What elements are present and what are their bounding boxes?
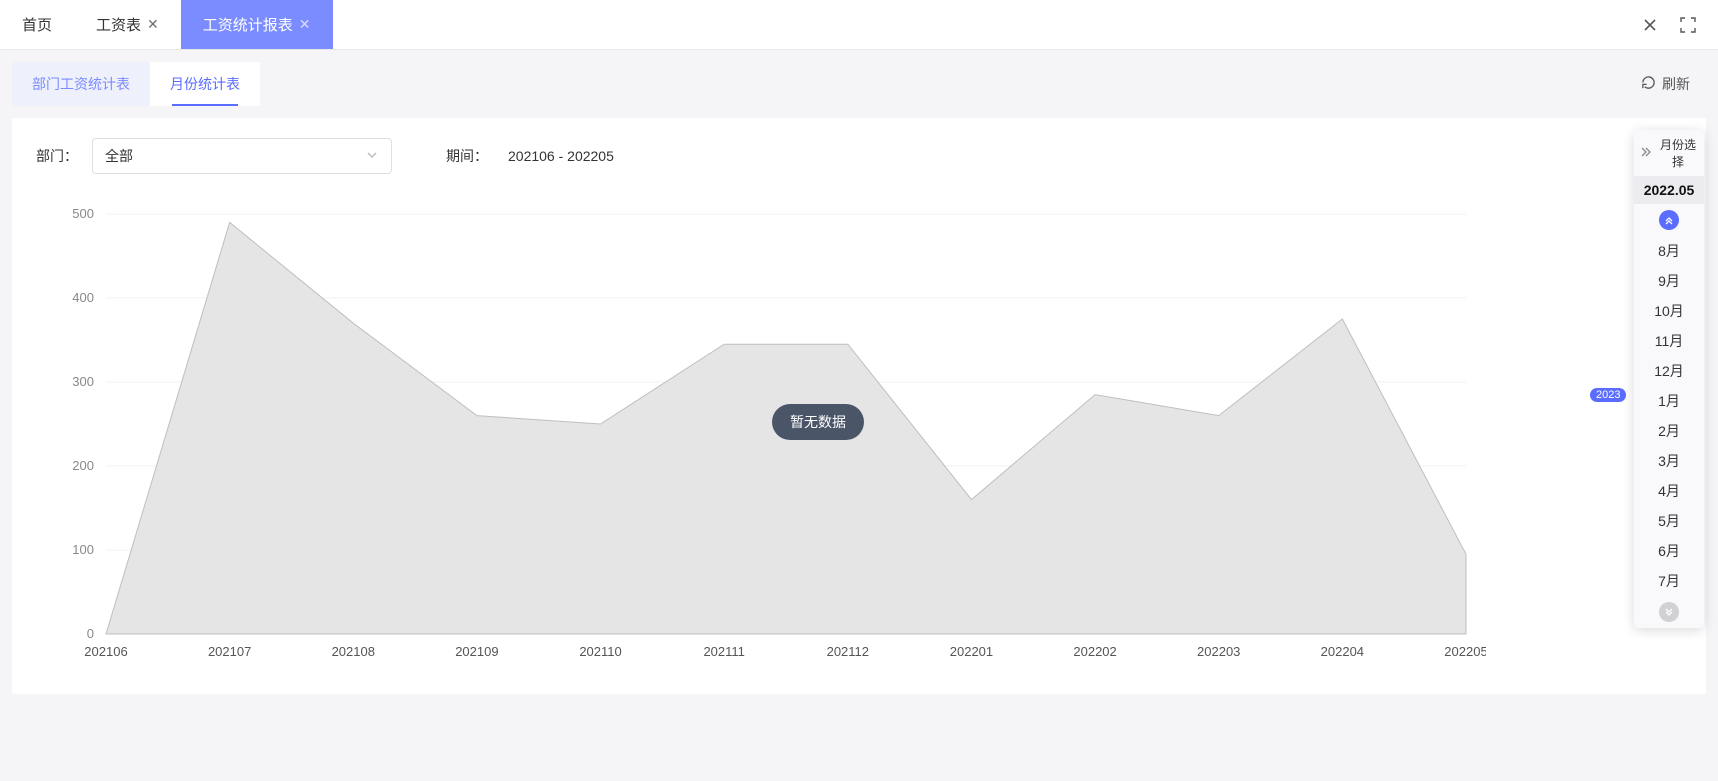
month-list: 8月9月10月11月12月1月20232月3月4月5月6月7月 (1634, 236, 1704, 596)
tab-salary-report-label: 工资统计报表 (203, 14, 293, 35)
top-right-controls (1638, 0, 1718, 49)
month-item[interactable]: 7月 (1634, 566, 1704, 596)
tab-home-label: 首页 (22, 14, 52, 35)
period-block: 期间： 202106 - 202205 (446, 146, 614, 166)
svg-text:202201: 202201 (950, 644, 993, 659)
tab-salary-table[interactable]: 工资表 ✕ (74, 0, 181, 49)
refresh-label: 刷新 (1662, 74, 1690, 94)
period-label: 期间： (446, 146, 488, 166)
content-panel: 部门： 全部 期间： 202106 - 202205 0 100 200 300 400… (12, 118, 1706, 694)
tab-salary-table-label: 工资表 (96, 14, 141, 35)
close-icon[interactable]: ✕ (299, 16, 311, 33)
month-panel-header[interactable]: 月份选择 (1634, 130, 1704, 176)
svg-text:202203: 202203 (1197, 644, 1240, 659)
dept-select[interactable]: 全部 (92, 138, 392, 174)
svg-text:100: 100 (72, 542, 94, 557)
svg-text:202107: 202107 (208, 644, 251, 659)
month-item[interactable]: 6月 (1634, 536, 1704, 566)
svg-text:202111: 202111 (703, 644, 744, 659)
fullscreen-icon[interactable] (1676, 13, 1700, 37)
svg-text:202106: 202106 (84, 644, 127, 659)
svg-text:400: 400 (72, 290, 94, 305)
refresh-icon (1641, 75, 1656, 93)
chevron-up-icon (1659, 210, 1679, 230)
chevron-right-icon (1638, 145, 1652, 162)
month-scroll-down[interactable] (1634, 596, 1704, 628)
svg-text:202202: 202202 (1073, 644, 1116, 659)
svg-text:202112: 202112 (827, 644, 869, 659)
dept-select-value: 全部 (105, 146, 133, 166)
close-all-icon[interactable] (1638, 13, 1662, 37)
month-item[interactable]: 2月 (1634, 416, 1704, 446)
month-item[interactable]: 8月 (1634, 236, 1704, 266)
month-selected: 2022.05 (1634, 176, 1704, 204)
month-item[interactable]: 3月 (1634, 446, 1704, 476)
sub-tab-row: 部门工资统计表 月份统计表 刷新 (0, 50, 1718, 106)
svg-text:202205: 202205 (1444, 644, 1486, 659)
tab-salary-report[interactable]: 工资统计报表 ✕ (181, 0, 333, 49)
month-selector-panel: 月份选择 2022.05 8月9月10月11月12月1月20232月3月4月5月… (1634, 130, 1704, 628)
svg-text:0: 0 (87, 626, 94, 641)
month-scroll-up[interactable] (1634, 204, 1704, 236)
refresh-button[interactable]: 刷新 (1641, 74, 1690, 94)
month-item[interactable]: 1月2023 (1634, 386, 1704, 416)
chart-area: 0 100 200 300 400 500 202106 202107 202108 202109… (12, 184, 1706, 674)
period-value: 202106 - 202205 (508, 148, 614, 164)
subtab-dept-label: 部门工资统计表 (32, 74, 130, 94)
month-panel-title: 月份选择 (1656, 136, 1700, 170)
month-item[interactable]: 9月 (1634, 266, 1704, 296)
svg-text:202110: 202110 (579, 644, 621, 659)
month-item[interactable]: 10月 (1634, 296, 1704, 326)
month-item[interactable]: 12月 (1634, 356, 1704, 386)
area-chart: 0 100 200 300 400 500 202106 202107 202108 202109… (52, 194, 1486, 674)
tab-home[interactable]: 首页 (0, 0, 74, 49)
sub-tabs: 部门工资统计表 月份统计表 (12, 62, 260, 106)
filter-row: 部门： 全部 期间： 202106 - 202205 (12, 118, 1706, 184)
subtab-month-label: 月份统计表 (170, 74, 240, 94)
svg-text:202109: 202109 (455, 644, 498, 659)
svg-text:300: 300 (72, 374, 94, 389)
svg-text:202204: 202204 (1321, 644, 1364, 659)
month-item[interactable]: 11月 (1634, 326, 1704, 356)
chevron-down-icon (1659, 602, 1679, 622)
svg-text:202108: 202108 (332, 644, 375, 659)
close-icon[interactable]: ✕ (147, 16, 159, 33)
month-item[interactable]: 4月 (1634, 476, 1704, 506)
top-tab-bar: 首页 工资表 ✕ 工资统计报表 ✕ (0, 0, 1718, 50)
subtab-dept-stats[interactable]: 部门工资统计表 (12, 62, 150, 106)
dept-label: 部门： (36, 146, 78, 166)
subtab-month-stats[interactable]: 月份统计表 (150, 62, 260, 106)
month-item[interactable]: 5月 (1634, 506, 1704, 536)
year-badge: 2023 (1590, 388, 1626, 402)
svg-text:500: 500 (72, 206, 94, 221)
svg-text:200: 200 (72, 458, 94, 473)
chevron-down-icon (365, 148, 379, 165)
